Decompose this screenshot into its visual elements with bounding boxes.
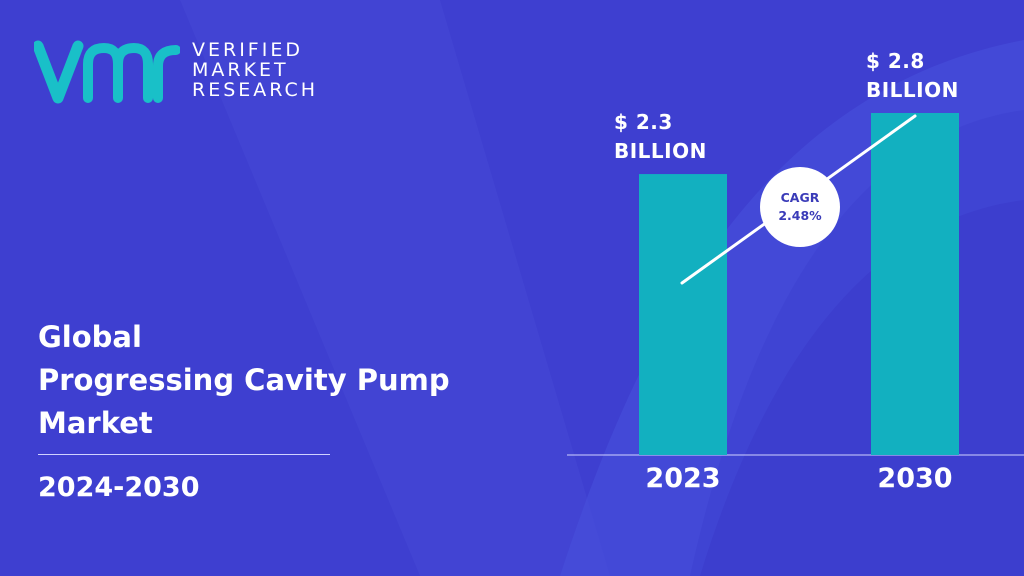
bar-value-amount: $ 2.8 [866, 49, 925, 73]
background-v-shape [180, 0, 610, 576]
bar-value-unit: BILLION [866, 78, 959, 102]
cagr-badge: CAGR 2.48% [760, 167, 840, 247]
vmr-logo-icon [34, 40, 180, 104]
bar-value-label-2030: $ 2.8 BILLION [866, 47, 959, 105]
bars-group [639, 113, 959, 456]
brand-line-1: VERIFIED [192, 39, 303, 61]
bar-2023 [639, 174, 727, 456]
bar-2030 [871, 113, 959, 455]
forecast-period: 2024-2030 [38, 472, 200, 503]
cagr-value: 2.48% [778, 208, 822, 223]
bar-value-amount: $ 2.3 [614, 110, 673, 135]
brand-line-3: RESEARCH [192, 79, 319, 101]
cagr-label: CAGR [780, 190, 820, 205]
brand-line-2: MARKET [192, 59, 289, 81]
bar-value-unit: BILLION [614, 139, 707, 164]
title-line-2: Progressing Cavity Pump [38, 363, 450, 397]
page-title: Global Progressing Cavity Pump Market [38, 316, 518, 445]
title-divider [38, 454, 330, 455]
x-tick-label-2030: 2030 [877, 463, 953, 494]
title-line-3: Market [38, 406, 153, 440]
brand-logo: VERIFIED MARKET RESEARCH [34, 36, 324, 108]
brand-name: VERIFIED MARKET RESEARCH [192, 40, 318, 100]
bar-value-label-2023: $ 2.3 BILLION [614, 108, 707, 166]
title-line-1: Global [38, 320, 142, 354]
x-tick-label-2023: 2023 [645, 463, 721, 494]
